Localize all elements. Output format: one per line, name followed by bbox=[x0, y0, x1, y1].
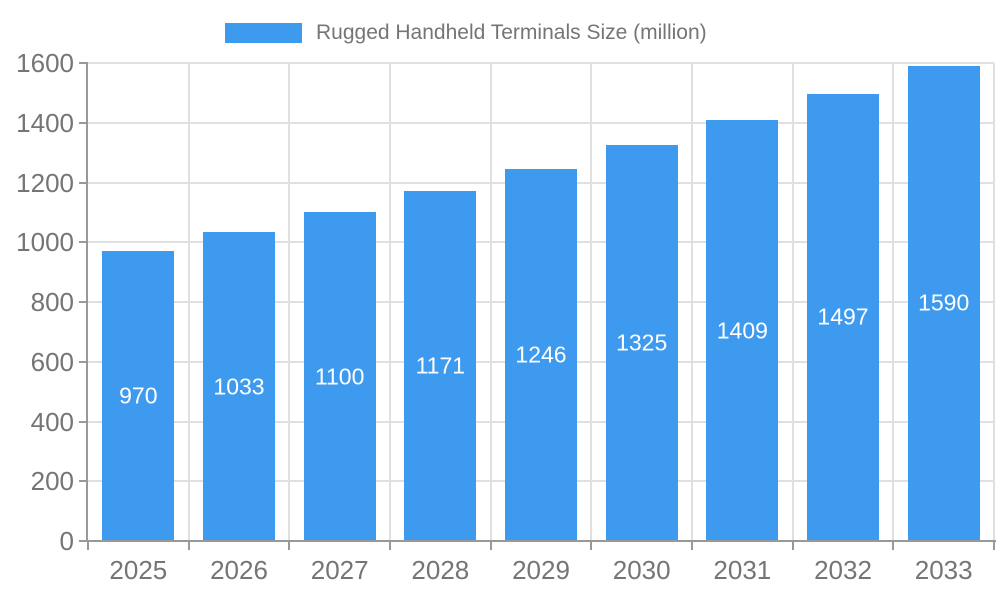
y-axis-tick-label: 1200 bbox=[16, 167, 74, 198]
x-axis-tick-label: 2029 bbox=[512, 555, 570, 585]
bar[interactable] bbox=[706, 120, 779, 541]
bar[interactable] bbox=[505, 168, 577, 541]
y-axis-tick bbox=[79, 480, 88, 483]
x-axis-tick bbox=[993, 541, 995, 550]
y-axis-tick bbox=[79, 360, 88, 363]
y-axis-tick bbox=[79, 121, 88, 124]
bar-value-label: 1100 bbox=[314, 363, 365, 390]
bar-value-label: 1033 bbox=[213, 373, 265, 400]
y-axis-tick-label: 1000 bbox=[16, 227, 74, 258]
gridline-vertical bbox=[993, 63, 995, 541]
bar-value-label: 1497 bbox=[817, 303, 869, 330]
bar[interactable] bbox=[303, 212, 376, 541]
x-axis-tick-label: 2033 bbox=[914, 555, 973, 585]
x-axis-tick bbox=[187, 541, 190, 550]
legend-label: Rugged Handheld Terminals Size (million) bbox=[316, 21, 707, 44]
y-axis-tick-label: 400 bbox=[30, 406, 74, 437]
x-axis-line bbox=[86, 540, 996, 542]
gridline-horizontal bbox=[88, 62, 994, 64]
bar-value-label: 1171 bbox=[415, 352, 466, 379]
y-axis-tick-label: 0 bbox=[59, 526, 74, 556]
bar[interactable] bbox=[203, 232, 275, 541]
x-axis-tick bbox=[892, 541, 895, 550]
y-axis-tick-label: 800 bbox=[30, 287, 74, 317]
x-axis-tick-label: 2031 bbox=[713, 555, 772, 585]
bar[interactable] bbox=[404, 191, 477, 541]
bar-value-label: 1409 bbox=[716, 317, 768, 344]
x-axis-tick-label: 2027 bbox=[310, 555, 369, 585]
x-axis-tick bbox=[489, 541, 492, 550]
y-axis-tick bbox=[79, 241, 88, 244]
x-axis-tick-label: 2026 bbox=[210, 555, 268, 585]
x-axis-tick bbox=[87, 541, 89, 550]
y-axis-tick bbox=[79, 62, 88, 64]
gridline-horizontal bbox=[88, 121, 994, 124]
legend: Rugged Handheld Terminals Size (million) bbox=[225, 22, 707, 43]
y-axis-tick-label: 200 bbox=[30, 466, 74, 497]
y-axis-tick-label: 600 bbox=[30, 346, 74, 377]
bar[interactable] bbox=[907, 65, 980, 541]
y-axis-line bbox=[86, 63, 88, 541]
y-axis-tick bbox=[79, 420, 88, 423]
x-axis-tick-label: 2028 bbox=[411, 555, 470, 585]
legend-marker-swatch bbox=[225, 22, 302, 43]
bar-value-label: 1590 bbox=[918, 289, 970, 316]
y-axis-tick-label: 1400 bbox=[16, 107, 74, 138]
bar[interactable] bbox=[605, 145, 678, 541]
bar-value-label: 1246 bbox=[515, 341, 567, 368]
bar-value-label: 1325 bbox=[616, 329, 668, 356]
x-axis-tick bbox=[791, 541, 794, 550]
x-axis-tick bbox=[288, 541, 291, 550]
x-axis-tick-label: 2025 bbox=[109, 555, 168, 585]
y-axis-tick bbox=[79, 540, 88, 542]
x-axis-tick bbox=[691, 541, 693, 550]
y-axis-tick bbox=[79, 301, 88, 303]
y-axis-tick bbox=[79, 181, 88, 184]
bar-value-label: 970 bbox=[119, 382, 158, 409]
x-axis-tick-label: 2030 bbox=[612, 555, 671, 585]
bar[interactable] bbox=[807, 93, 879, 541]
y-axis-tick-label: 1600 bbox=[16, 48, 74, 78]
bar[interactable] bbox=[102, 251, 175, 541]
legend-item[interactable]: Rugged Handheld Terminals Size (million) bbox=[225, 22, 707, 43]
x-axis-tick bbox=[590, 541, 593, 550]
x-axis-tick-label: 2032 bbox=[814, 555, 872, 585]
x-axis-tick bbox=[389, 541, 391, 550]
